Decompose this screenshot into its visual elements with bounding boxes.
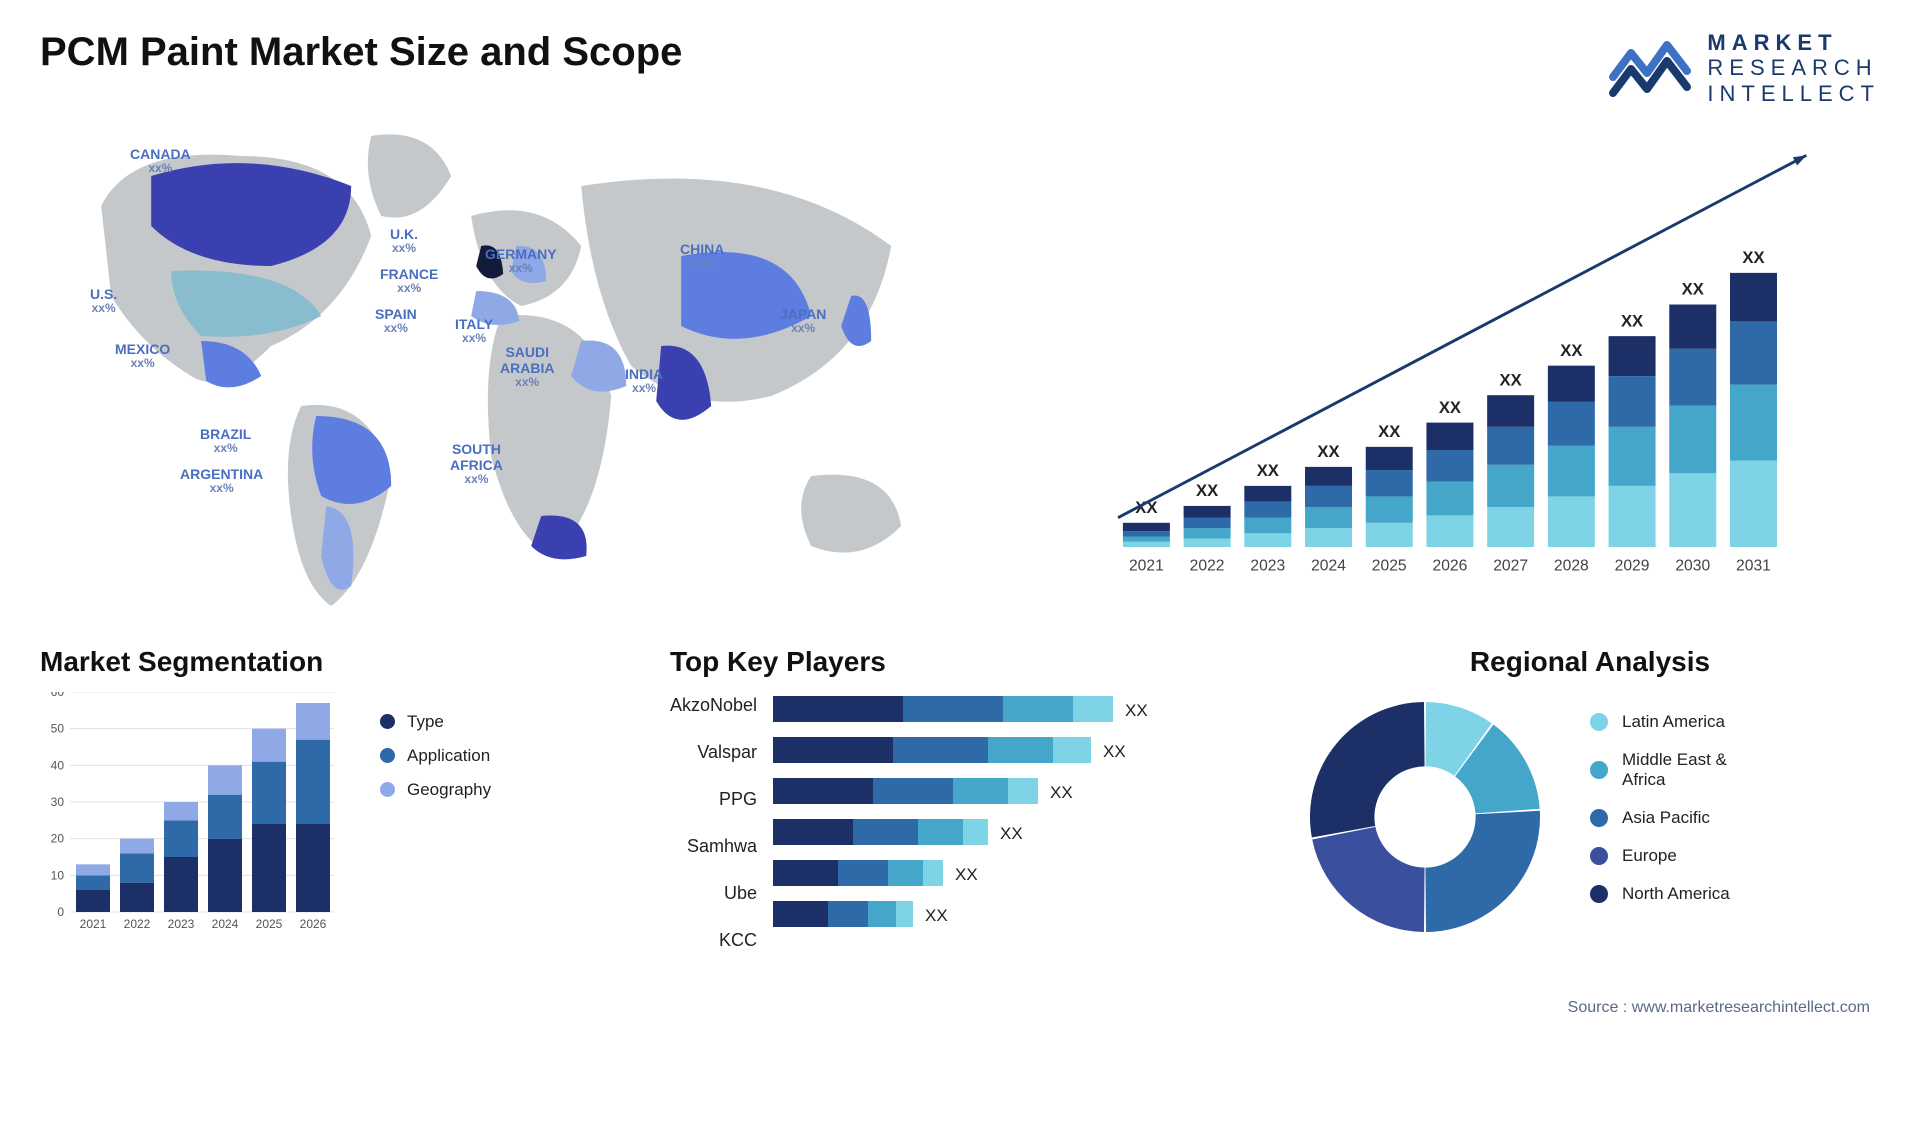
logo-line3: INTELLECT <box>1707 81 1880 106</box>
svg-text:10: 10 <box>51 868 65 882</box>
svg-text:40: 40 <box>51 758 65 772</box>
svg-text:2031: 2031 <box>1736 557 1771 574</box>
svg-text:XX: XX <box>1439 398 1461 417</box>
map-label: ARGENTINAxx% <box>180 466 263 496</box>
legend-item: North America <box>1590 884 1730 904</box>
legend-item: Application <box>380 746 491 766</box>
svg-text:2021: 2021 <box>1129 557 1164 574</box>
map-label: CHINAxx% <box>680 241 724 271</box>
svg-text:60: 60 <box>51 692 65 699</box>
key-players-chart-svg: XX XX XX XX XX XX <box>773 692 1193 952</box>
svg-text:XX: XX <box>925 906 948 925</box>
player-name: Ube <box>670 880 767 921</box>
svg-text:XX: XX <box>1621 311 1643 330</box>
logo-text: MARKET RESEARCH INTELLECT <box>1707 30 1880 106</box>
svg-text:50: 50 <box>51 722 65 736</box>
svg-text:XX: XX <box>1318 442 1340 461</box>
player-name: Valspar <box>670 739 767 780</box>
key-players-panel: Top Key Players AkzoNobel Valspar PPG Samhw… <box>670 646 1250 974</box>
growth-bar-chart-svg: XX 2021 XX 2022 XX 2023 XX 2024 XX 2025 XX 2026 XX 20… <box>1032 126 1880 596</box>
regional-donut-svg <box>1300 692 1550 942</box>
svg-text:XX: XX <box>1257 461 1279 480</box>
legend-item: Europe <box>1590 846 1730 866</box>
svg-text:XX: XX <box>1743 248 1765 267</box>
svg-text:2026: 2026 <box>1433 557 1468 574</box>
regional-legend: Latin America Middle East &Africa Asia Pac… <box>1590 712 1730 922</box>
legend-item: Middle East &Africa <box>1590 750 1730 790</box>
svg-text:2030: 2030 <box>1676 557 1711 574</box>
world-map: CANADAxx% U.S.xx% MEXICOxx% BRAZILxx% ARGENT… <box>40 116 972 616</box>
svg-text:XX: XX <box>1500 370 1522 389</box>
svg-text:XX: XX <box>1196 481 1218 500</box>
svg-text:2027: 2027 <box>1494 557 1529 574</box>
svg-text:2024: 2024 <box>212 917 239 931</box>
source-attribution: Source : www.marketresearchintellect.com <box>40 999 1880 1017</box>
svg-text:XX: XX <box>1561 341 1583 360</box>
player-name: Samhwa <box>670 833 767 874</box>
svg-text:2025: 2025 <box>1372 557 1407 574</box>
key-players-title: Top Key Players <box>670 646 1250 678</box>
segmentation-legend: Type Application Geography <box>380 712 491 814</box>
logo-line2: RESEARCH <box>1707 55 1880 80</box>
brand-logo: MARKET RESEARCH INTELLECT <box>1609 30 1880 106</box>
svg-text:2026: 2026 <box>300 917 327 931</box>
svg-text:2022: 2022 <box>1190 557 1225 574</box>
map-label: GERMANYxx% <box>485 246 557 276</box>
logo-line1: MARKET <box>1707 30 1880 55</box>
svg-text:2023: 2023 <box>168 917 195 931</box>
map-label: SPAINxx% <box>375 306 417 336</box>
logo-mark-icon <box>1609 37 1693 99</box>
map-label: MEXICOxx% <box>115 341 170 371</box>
svg-text:2021: 2021 <box>80 917 107 931</box>
map-label: BRAZILxx% <box>200 426 251 456</box>
legend-item: Latin America <box>1590 712 1730 732</box>
svg-text:30: 30 <box>51 795 65 809</box>
growth-bar-chart: XX 2021 XX 2022 XX 2023 XX 2024 XX 2025 XX 2026 XX 20… <box>1032 116 1880 596</box>
svg-text:2028: 2028 <box>1554 557 1589 574</box>
player-names-column: AkzoNobel Valspar PPG Samhwa Ube KCC <box>670 692 767 974</box>
page-title: PCM Paint Market Size and Scope <box>40 30 682 75</box>
map-label: INDIAxx% <box>625 366 663 396</box>
map-label: SAUDIARABIAxx% <box>500 344 554 390</box>
segmentation-chart-svg: 0 10 20 30 40 50 60 2021 2022 2023 2024 2025 2026 <box>40 692 350 942</box>
svg-text:2025: 2025 <box>256 917 283 931</box>
legend-item: Geography <box>380 780 491 800</box>
svg-text:XX: XX <box>1682 280 1704 299</box>
segmentation-title: Market Segmentation <box>40 646 620 678</box>
player-name: KCC <box>670 927 767 968</box>
map-label: FRANCExx% <box>380 266 438 296</box>
svg-text:2024: 2024 <box>1311 557 1346 574</box>
regional-title: Regional Analysis <box>1300 646 1880 678</box>
regional-panel: Regional Analysis Latin America Middle Ea… <box>1300 646 1880 974</box>
svg-text:20: 20 <box>51 832 65 846</box>
svg-text:XX: XX <box>1103 742 1126 761</box>
bottom-row: Market Segmentation 0 10 20 30 40 50 60 2021 202… <box>40 646 1880 974</box>
map-label: CANADAxx% <box>130 146 191 176</box>
svg-text:XX: XX <box>1125 701 1148 720</box>
header: PCM Paint Market Size and Scope MARKET R… <box>40 30 1880 106</box>
map-label: U.S.xx% <box>90 286 117 316</box>
svg-text:XX: XX <box>1050 783 1073 802</box>
svg-text:2022: 2022 <box>124 917 151 931</box>
map-label: U.K.xx% <box>390 226 418 256</box>
legend-item: Asia Pacific <box>1590 808 1730 828</box>
svg-text:XX: XX <box>1000 824 1023 843</box>
svg-text:0: 0 <box>57 905 64 919</box>
player-name: PPG <box>670 786 767 827</box>
player-name: AkzoNobel <box>670 692 767 733</box>
legend-item: Type <box>380 712 491 732</box>
svg-text:2023: 2023 <box>1251 557 1286 574</box>
map-label: SOUTHAFRICAxx% <box>450 441 503 487</box>
map-label: JAPANxx% <box>780 306 826 336</box>
svg-text:2029: 2029 <box>1615 557 1650 574</box>
segmentation-panel: Market Segmentation 0 10 20 30 40 50 60 2021 202… <box>40 646 620 974</box>
svg-text:XX: XX <box>955 865 978 884</box>
map-label: ITALYxx% <box>455 316 493 346</box>
svg-text:XX: XX <box>1379 422 1401 441</box>
top-row: CANADAxx% U.S.xx% MEXICOxx% BRAZILxx% ARGENT… <box>40 116 1880 616</box>
